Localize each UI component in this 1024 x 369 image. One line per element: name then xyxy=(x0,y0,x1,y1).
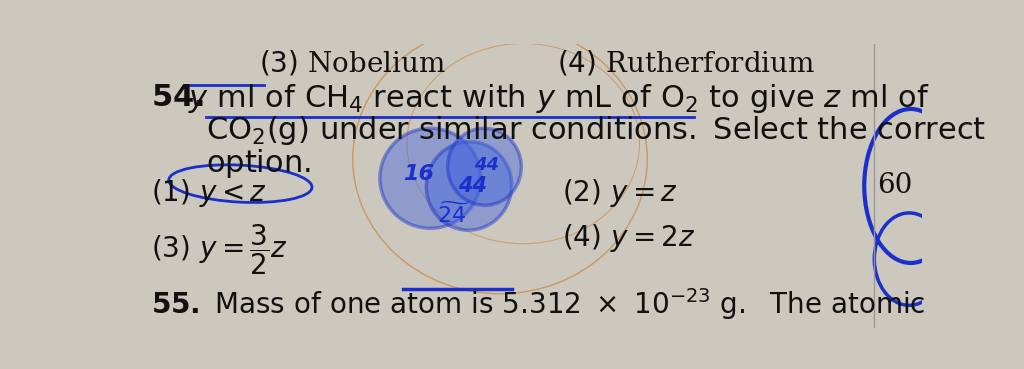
Text: $(1)\ y < z$: $(1)\ y < z$ xyxy=(152,177,267,210)
Ellipse shape xyxy=(447,128,521,205)
Text: 44: 44 xyxy=(459,176,487,196)
Text: $\mathrm{option.}$: $\mathrm{option.}$ xyxy=(206,147,310,180)
Text: $\widetilde{24}$: $\widetilde{24}$ xyxy=(437,201,470,227)
Text: $(3)\ y = \dfrac{3}{2}z$: $(3)\ y = \dfrac{3}{2}z$ xyxy=(152,222,288,277)
Text: $(4)\ \mathregular{Rutherfordium}$: $(4)\ \mathregular{Rutherfordium}$ xyxy=(557,49,815,78)
Text: 60: 60 xyxy=(878,172,913,200)
Text: 44: 44 xyxy=(473,156,499,174)
Text: $\mathrm{CO_2(g)\ under\ similar\ conditions.\ Select\ the\ correct}$: $\mathrm{CO_2(g)\ under\ similar\ condit… xyxy=(206,114,986,147)
Text: $(4)\ y = 2z$: $(4)\ y = 2z$ xyxy=(562,222,695,254)
Ellipse shape xyxy=(380,128,480,228)
Text: $y\ \mathrm{ml\ of\ CH_4\ react\ with\ }y\ \mathrm{mL\ of\ O_2\ to\ give\ }z\ \m: $y\ \mathrm{ml\ of\ CH_4\ react\ with\ }… xyxy=(188,82,930,115)
Text: $(2)\ y = z$: $(2)\ y = z$ xyxy=(562,177,678,210)
Text: $\mathbf{54.}$: $\mathbf{54.}$ xyxy=(152,82,204,113)
Text: $(3)\ \mathregular{Nobelium}$: $(3)\ \mathregular{Nobelium}$ xyxy=(259,49,446,78)
Text: 16: 16 xyxy=(403,165,434,184)
Ellipse shape xyxy=(426,142,512,230)
Text: $\mathbf{55.}\ \mathrm{Mass\ of\ one\ atom\ is\ 5.312\ \times\ 10^{-23}\ g.\ \ T: $\mathbf{55.}\ \mathrm{Mass\ of\ one\ at… xyxy=(152,286,926,322)
